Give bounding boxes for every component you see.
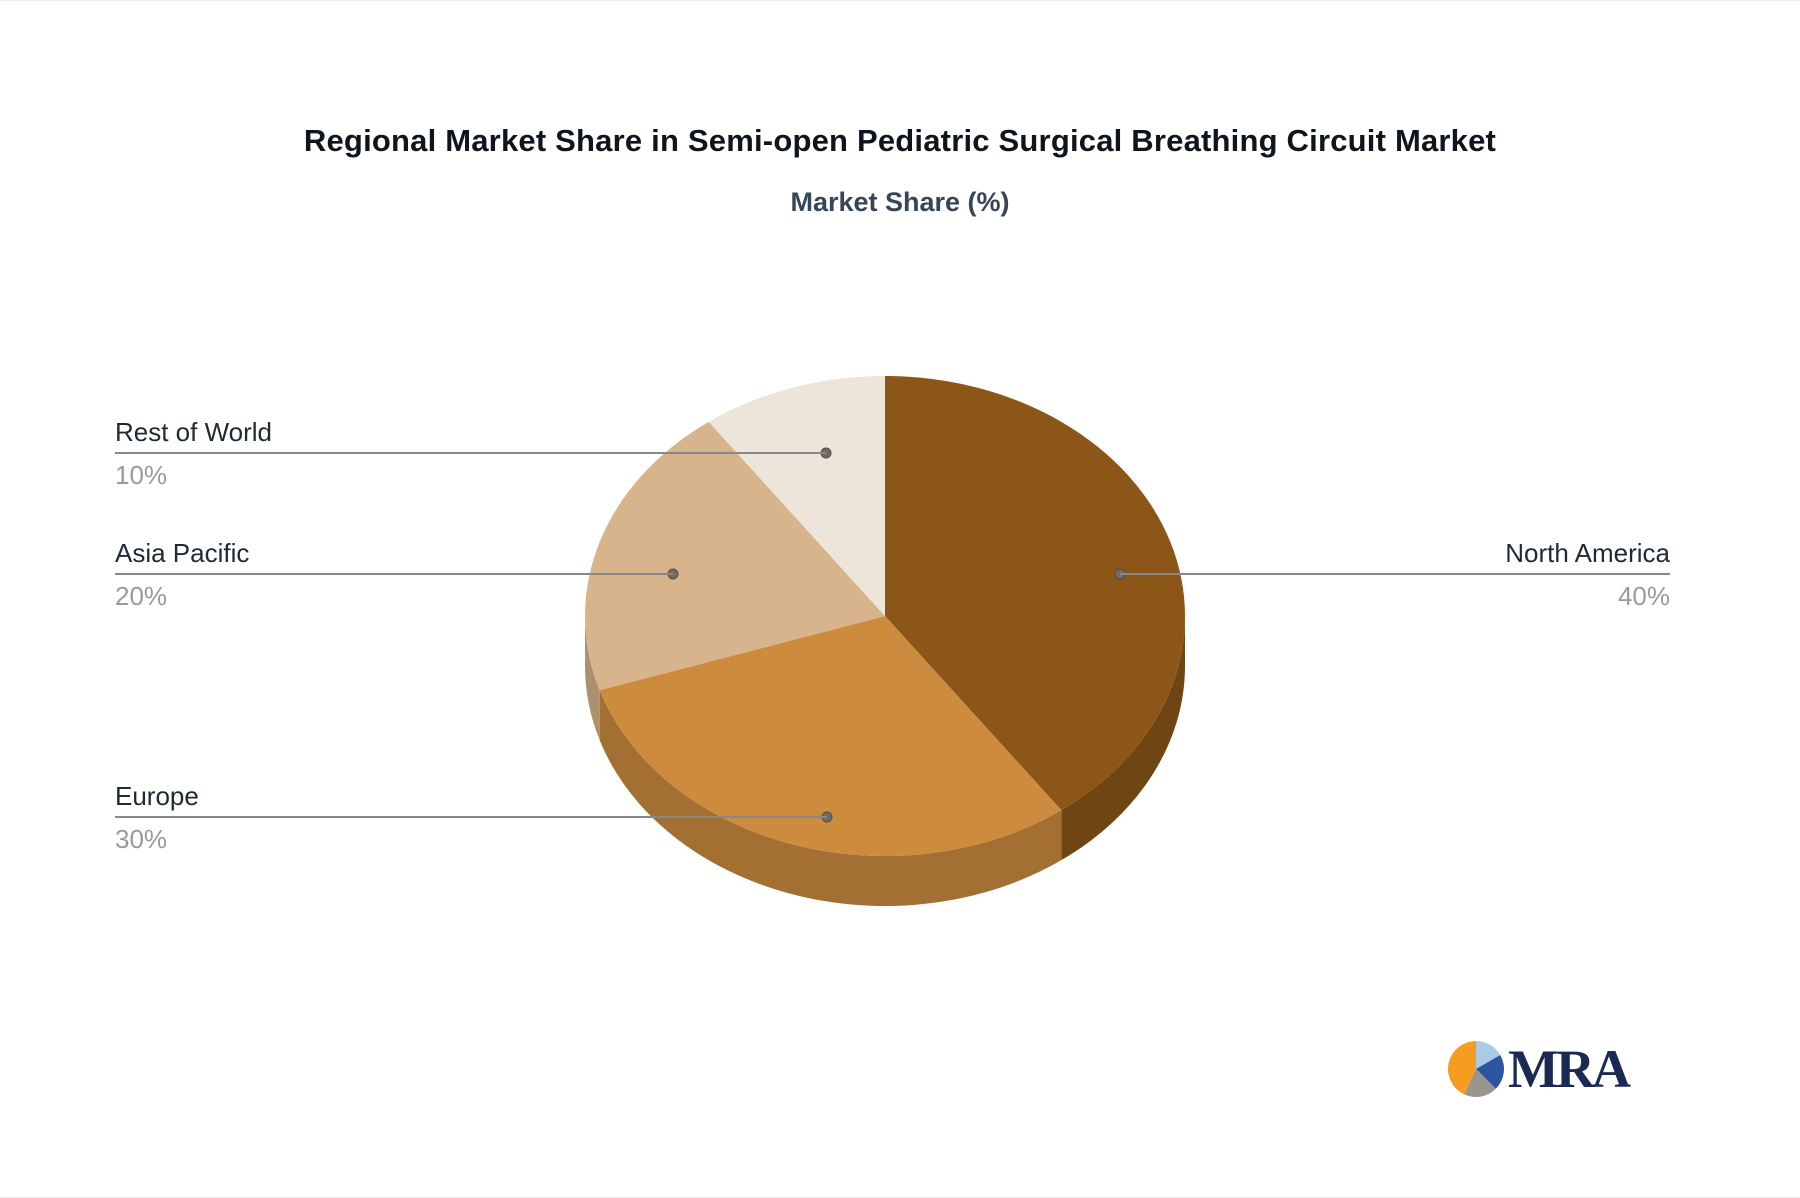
chart-subtitle: Market Share (%) — [790, 187, 1010, 217]
slice-pct-europe: 30% — [115, 824, 168, 854]
pie-slice-side-europe — [599, 690, 1062, 906]
chart-title: Regional Market Share in Semi-open Pedia… — [303, 123, 1497, 158]
pie-slice-europe[interactable] — [599, 616, 1062, 857]
slice-label-north-america: North America — [1120, 537, 1670, 575]
pie-slice-side-north-america — [1061, 616, 1185, 861]
slice-label-europe: Europe — [115, 780, 827, 818]
callout-north-america: North America 40% — [1120, 537, 1670, 613]
logo-pie-segment — [1476, 1041, 1501, 1069]
pie-slice-rest-of-world[interactable] — [708, 376, 885, 616]
slice-pct-north-america: 40% — [1617, 581, 1670, 611]
slice-pct-rest-of-world: 10% — [115, 460, 168, 490]
pie-slice-north-america[interactable] — [885, 376, 1186, 811]
logo-pie-segment — [1448, 1041, 1476, 1095]
pie-slice-side-asia-pacific — [585, 616, 600, 741]
logo: MRA — [1446, 1039, 1631, 1099]
slice-label-rest-of-world: Rest of World — [115, 416, 826, 454]
logo-text: MRA — [1508, 1039, 1631, 1099]
callout-europe: Europe 30% — [115, 780, 827, 856]
logo-pie-icon — [1448, 1041, 1504, 1097]
logo-pie-segment — [1476, 1055, 1504, 1089]
slice-pct-asia-pacific: 20% — [115, 581, 168, 611]
slice-label-asia-pacific: Asia Pacific — [115, 537, 673, 575]
callout-asia-pacific: Asia Pacific 20% — [115, 537, 673, 613]
pie-slice-asia-pacific[interactable] — [584, 421, 885, 691]
logo-pie-segment — [1464, 1069, 1496, 1097]
callout-rest-of-world: Rest of World 10% — [115, 416, 826, 492]
